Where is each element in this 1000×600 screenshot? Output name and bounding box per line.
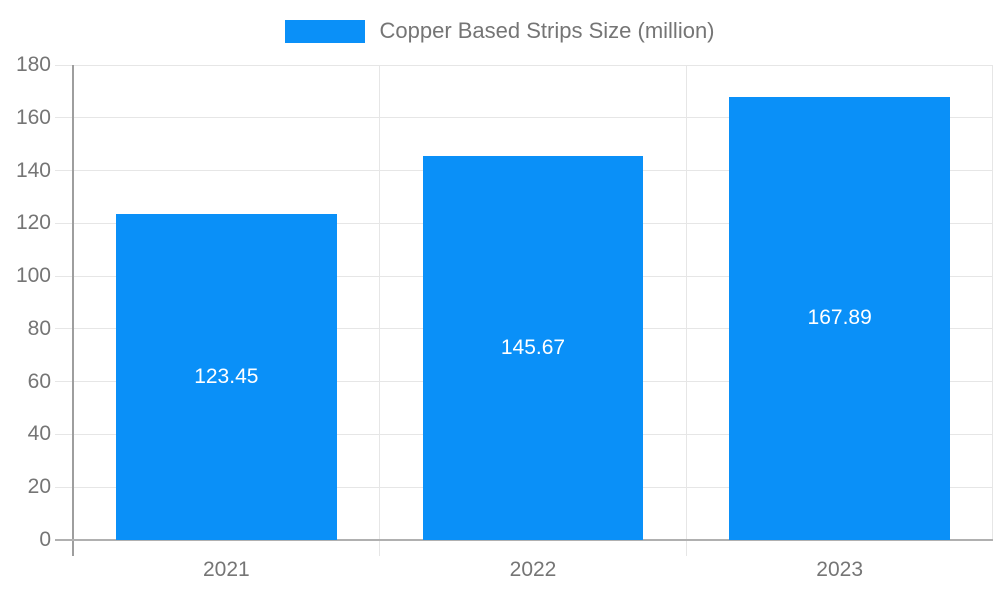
legend-label: Copper Based Strips Size (million) bbox=[379, 18, 715, 43]
x-axis-line bbox=[55, 539, 993, 541]
legend[interactable]: Copper Based Strips Size (million) bbox=[0, 18, 1000, 44]
bar-value-label: 167.89 bbox=[807, 306, 872, 330]
plot-right-edge-gridline bbox=[992, 65, 993, 540]
y-axis-tick-label: 80 bbox=[27, 316, 51, 340]
y-axis-tick-label: 40 bbox=[27, 422, 51, 446]
bar-value-label: 145.67 bbox=[500, 335, 566, 359]
bar-2021[interactable]: 123.45 bbox=[115, 214, 337, 540]
category-boundary-gridline bbox=[379, 65, 381, 556]
bar-2023[interactable]: 167.89 bbox=[729, 96, 951, 540]
x-axis-tick-label: 2022 bbox=[509, 558, 557, 581]
category-boundary-gridline bbox=[685, 65, 687, 556]
y-axis-tick-label: 160 bbox=[15, 105, 51, 129]
legend-swatch-icon bbox=[285, 19, 366, 43]
y-gridline bbox=[55, 64, 993, 66]
bar-2022[interactable]: 145.67 bbox=[422, 155, 644, 540]
plot-area: 0 20 40 60 80 100 120 140 160 180 123.45 2021 145.67… bbox=[16, 53, 993, 581]
y-axis-tick-label: 20 bbox=[27, 475, 51, 499]
x-axis-tick-label: 2021 bbox=[202, 558, 250, 581]
y-axis-tick-label: 100 bbox=[15, 264, 51, 288]
bar-value-label: 123.45 bbox=[194, 365, 259, 389]
x-axis-tick-label: 2023 bbox=[816, 558, 864, 581]
y-axis-line bbox=[72, 65, 74, 556]
y-axis-tick-label: 140 bbox=[15, 158, 51, 182]
y-gridline bbox=[55, 117, 993, 119]
y-axis-tick-label: 0 bbox=[39, 528, 51, 551]
y-axis-tick-label: 60 bbox=[27, 369, 51, 393]
y-axis-tick-label: 180 bbox=[15, 53, 51, 76]
y-axis-tick-label: 120 bbox=[15, 211, 51, 235]
